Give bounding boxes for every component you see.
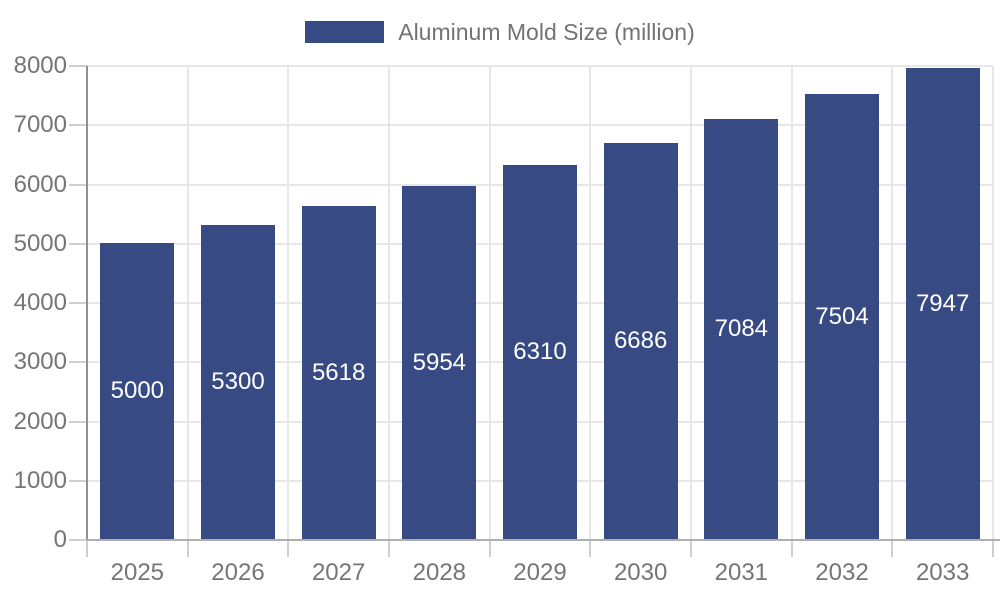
x-axis-tick-label: 2033	[915, 559, 970, 586]
y-axis-tick-label: 5000	[13, 229, 67, 257]
y-axis-tick-label: 6000	[13, 170, 67, 198]
x-axis-tick-label: 2030	[613, 559, 668, 586]
x-axis-tick	[790, 540, 793, 557]
gridline-vertical	[388, 66, 390, 540]
bar-2029: 6310	[503, 165, 577, 539]
x-axis-tick	[488, 540, 491, 557]
bar-2028: 5954	[402, 186, 477, 539]
bar-value-label: 7504	[815, 302, 869, 330]
bar-value-label: 6686	[613, 326, 668, 354]
bar-2031: 7084	[704, 119, 779, 539]
legend-swatch	[305, 21, 385, 43]
bar-value-label: 5300	[211, 367, 265, 395]
legend-label: Aluminum Mold Size (million)	[398, 18, 695, 45]
x-axis-tick-label: 2029	[513, 559, 567, 586]
legend[interactable]: Aluminum Mold Size (million)	[0, 18, 1000, 46]
bar-value-label: 5954	[412, 348, 467, 376]
x-axis-tick-label: 2027	[311, 559, 366, 586]
y-axis-tick	[69, 65, 87, 67]
bar-2032: 7504	[805, 94, 879, 539]
gridline-vertical	[891, 66, 894, 540]
x-axis-tick-label: 2026	[211, 559, 265, 586]
gridline-horizontal	[87, 124, 993, 127]
y-axis-tick	[69, 539, 87, 541]
x-axis-tick	[86, 540, 88, 557]
y-axis-tick-label: 8000	[13, 52, 67, 79]
bar-2025: 5000	[100, 242, 175, 539]
gridline-horizontal	[87, 65, 993, 67]
x-axis-tick	[186, 540, 189, 557]
x-axis-tick	[388, 540, 390, 557]
bar-value-label: 5000	[110, 376, 165, 404]
x-axis-tick-label: 2025	[110, 559, 165, 586]
y-axis-tick-label: 0	[53, 526, 67, 553]
bar-value-label: 7947	[915, 289, 970, 317]
gridline-vertical	[690, 66, 692, 540]
y-axis-tick-label: 4000	[13, 289, 67, 316]
x-axis-tick	[992, 540, 994, 557]
y-axis-tick	[69, 183, 87, 186]
gridline-vertical	[992, 66, 994, 540]
x-axis-tick-label: 2028	[412, 559, 467, 586]
plot-area: 5000 5300 5618 5954 6310 6686 7084 7504 7947	[69, 65, 1000, 557]
y-axis-tick	[69, 242, 87, 245]
y-axis-tick-label: 3000	[13, 348, 67, 376]
x-axis-line	[87, 539, 1000, 541]
bar-2027: 5618	[301, 206, 376, 539]
bar-value-label: 5618	[311, 358, 366, 386]
y-axis-tick-label: 7000	[13, 111, 67, 139]
x-axis-tick	[589, 540, 592, 557]
gridline-vertical	[287, 66, 290, 540]
y-axis-tick	[69, 479, 87, 482]
y-axis-tick	[69, 361, 87, 364]
x-axis-tick	[891, 540, 894, 557]
gridline-vertical	[186, 66, 189, 540]
bar-2030: 6686	[603, 142, 678, 539]
bar-value-label: 6310	[513, 338, 567, 366]
y-axis-tick-label: 2000	[13, 407, 67, 435]
gridline-vertical	[488, 66, 491, 540]
y-axis-tick	[69, 124, 87, 127]
bar-value-label: 7084	[714, 315, 769, 343]
gridline-vertical	[790, 66, 793, 540]
y-axis-tick	[69, 302, 87, 304]
y-axis-line	[86, 66, 88, 540]
x-axis-tick-label: 2031	[714, 559, 769, 586]
x-axis-tick	[690, 540, 692, 557]
bar-2033: 7947	[905, 68, 980, 539]
y-axis-tick-label: 1000	[13, 466, 67, 494]
y-axis-tick	[69, 420, 87, 423]
gridline-vertical	[589, 66, 592, 540]
x-axis-tick	[287, 540, 290, 557]
bar-2026: 5300	[201, 224, 275, 539]
x-axis-tick-label: 2032	[815, 559, 869, 586]
